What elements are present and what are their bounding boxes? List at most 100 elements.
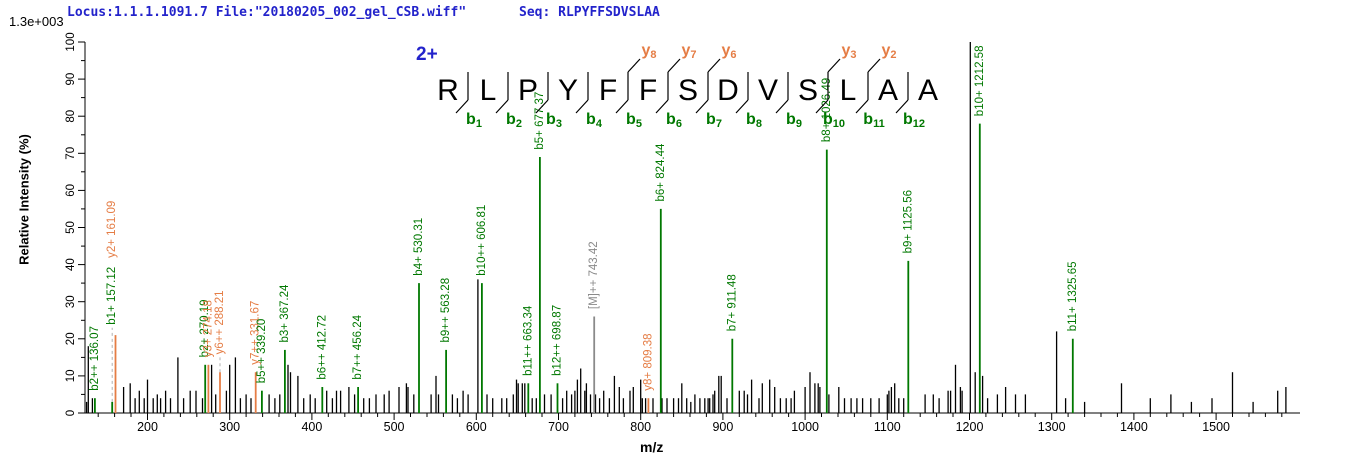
b-ion-label: b4	[586, 111, 603, 130]
y-fragment-diagonal	[667, 58, 681, 73]
peak-label: b9++ 563.28	[440, 278, 452, 343]
x-tick-label: 1300	[1038, 420, 1066, 434]
residue: L	[840, 74, 857, 107]
x-axis-title: m/z	[640, 439, 664, 455]
peak-label: y6++ 288.21	[214, 290, 226, 354]
peak-label: b10+ 1212.58	[974, 46, 986, 117]
x-tick-label: 200	[137, 420, 158, 434]
residue: F	[639, 74, 657, 107]
peak-label: b6++ 412.72	[316, 315, 328, 380]
x-tick-label: 400	[301, 420, 322, 434]
x-tick-label: 300	[219, 420, 240, 434]
residue: L	[480, 74, 497, 107]
b-ion-label: b9	[786, 111, 802, 130]
b-fragment-diagonal	[895, 99, 909, 114]
y-tick-label: 100	[65, 32, 77, 51]
residue: F	[599, 74, 617, 107]
y-axis-title: Relative Intensity (%)	[16, 134, 32, 265]
x-tick-label: 600	[466, 420, 487, 434]
residue: D	[717, 74, 739, 107]
y-ion-label: y6	[721, 42, 736, 61]
y-fragment-diagonal	[867, 58, 881, 73]
y-tick-label: 20	[65, 332, 77, 345]
b-fragment-diagonal	[855, 99, 869, 114]
residue: S	[798, 74, 818, 107]
b-fragment-diagonal	[455, 99, 469, 114]
x-tick-label: 900	[712, 420, 733, 434]
y-tick-label: 80	[65, 110, 77, 123]
b-ion-label: b2	[506, 111, 522, 130]
b-ion-label: b7	[706, 111, 722, 130]
matched-peaks	[94, 123, 1074, 413]
residue: A	[878, 74, 898, 107]
peak-label: b7++ 456.24	[352, 314, 364, 379]
residue: A	[918, 74, 938, 107]
y-tick-label: 60	[65, 184, 77, 197]
peak-labels: b2++ 136.07 b1+ 157.12 y2+ 161.09 b2+ 270.1…	[89, 46, 1079, 391]
y-tick-label: 40	[65, 258, 77, 271]
peak-label: b1+ 157.12	[106, 267, 118, 325]
b-ion-label: b12	[903, 111, 925, 130]
peak-label: b11++ 663.34	[522, 305, 534, 376]
y-tick-labels: 0 10 20 30 40 50 60 70 80 90 100	[65, 32, 77, 416]
b-ion-label: b10	[823, 111, 845, 130]
b-ion-label: b6	[666, 111, 682, 130]
b-fragment-diagonal	[615, 99, 629, 114]
y-ion-label: y3	[841, 42, 856, 61]
b-fragment-diagonal	[695, 99, 709, 114]
x-tick-labels: 200 300 400 500 600 700 800 900 1000 1100 1200 1300…	[137, 420, 1230, 434]
b-fragment-diagonal	[735, 99, 749, 114]
residue: R	[437, 74, 459, 107]
y-tick-label: 10	[65, 370, 77, 383]
x-tick-label: 1000	[791, 420, 819, 434]
b-ion-label: b3	[546, 111, 562, 130]
y-fragment-diagonal	[627, 58, 641, 73]
peak-label: [M]++ 743.42	[588, 241, 600, 309]
y-ion-label: y2	[881, 42, 896, 61]
y-tick-label: 0	[65, 410, 77, 416]
y-fragment-diagonal	[707, 58, 721, 73]
b-fragment-diagonal	[495, 99, 509, 114]
x-tick-label: 800	[630, 420, 651, 434]
b-fragment-diagonal	[575, 99, 589, 114]
label-leaders	[111, 327, 221, 402]
precursor-charge-label: 2+	[416, 44, 438, 65]
peak-label: b4+ 530.31	[413, 218, 425, 276]
residue: Y	[558, 74, 578, 107]
b-fragment-diagonal	[535, 99, 549, 114]
y-tick-label: 30	[65, 295, 77, 308]
x-tick-label: 1200	[956, 420, 984, 434]
peak-label: b2++ 136.07	[89, 326, 101, 391]
peak-label: b10++ 606.81	[476, 205, 488, 276]
peak-label: b8+ 1026.49	[821, 78, 833, 142]
b-fragment-diagonal	[655, 99, 669, 114]
x-tick-label: 500	[384, 420, 405, 434]
unmatched-peaks	[85, 42, 1287, 413]
x-tick-label: 1400	[1120, 420, 1148, 434]
x-tick-label: 1100	[874, 420, 901, 434]
peak-label: b5++ 339.20	[256, 319, 268, 384]
b-ion-label: b1	[466, 111, 482, 130]
locus-file-label: Locus:1.1.1.1091.7 File:"20180205_002_ge…	[67, 5, 467, 20]
x-axis	[85, 412, 1300, 420]
y-tick-label: 50	[65, 221, 77, 234]
peptide-seq-label: Seq: RLPYFFSDVSLAA	[519, 5, 660, 20]
peak-label: b3+ 367.24	[279, 284, 291, 342]
peak-label: b12++ 698.87	[552, 305, 564, 376]
peak-label: b6+ 824.44	[655, 143, 667, 201]
y-ion-label: y7	[681, 42, 696, 61]
y-tick-label: 90	[65, 73, 77, 86]
y-axis	[78, 41, 86, 414]
peak-label: b7+ 911.48	[726, 274, 738, 331]
residue: V	[758, 74, 778, 107]
b-ion-label: b5	[626, 111, 642, 130]
intensity-scale-label: 1.3e+003	[9, 14, 64, 29]
peak-label: b2+ 270.19	[199, 299, 211, 357]
peak-label: y2+ 161.09	[106, 201, 118, 258]
peak-label: y8+ 809.38	[642, 333, 654, 390]
x-tick-label: 700	[548, 420, 569, 434]
peak-label: b11+ 1325.65	[1067, 261, 1079, 331]
peak-label: y7++ 331.67	[250, 301, 262, 365]
